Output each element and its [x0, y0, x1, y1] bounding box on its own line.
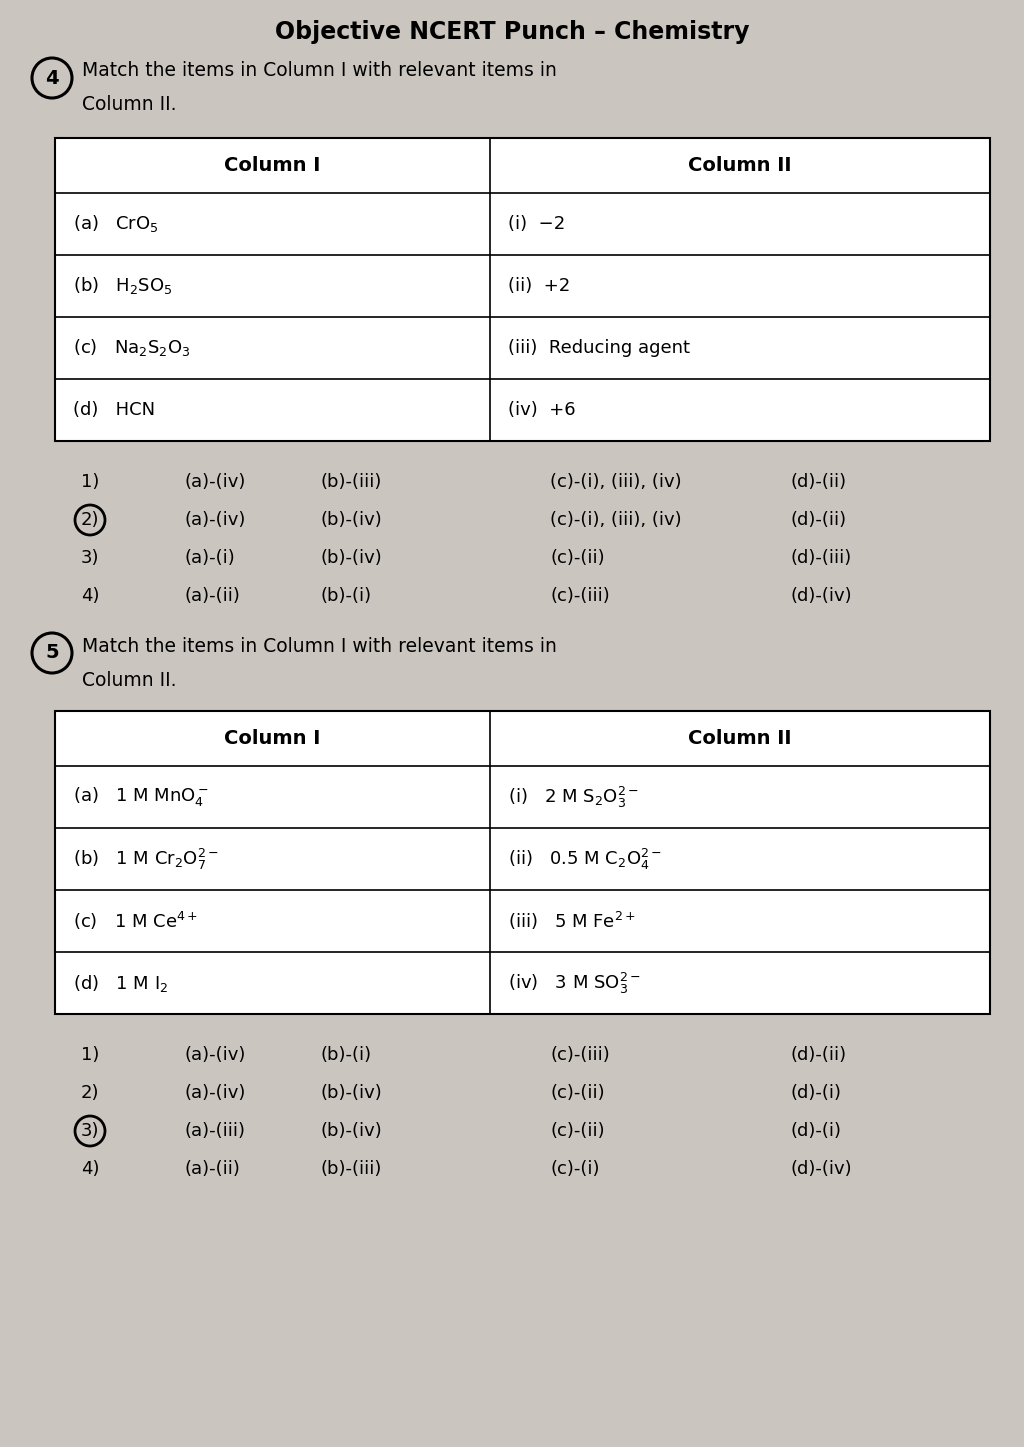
Text: (c)-(ii): (c)-(ii) [550, 1121, 604, 1140]
Text: (iv)   3 M SO$_3^{2-}$: (iv) 3 M SO$_3^{2-}$ [508, 971, 641, 996]
Text: (b)   1 M Cr$_2$O$_7^{2-}$: (b) 1 M Cr$_2$O$_7^{2-}$ [73, 846, 219, 871]
Text: (c)   Na$_2$S$_2$O$_3$: (c) Na$_2$S$_2$O$_3$ [73, 337, 190, 359]
Text: 1): 1) [81, 1046, 99, 1064]
Text: (d)-(ii): (d)-(ii) [790, 1046, 846, 1064]
Text: (b)-(iv): (b)-(iv) [319, 548, 382, 567]
Text: (ii)  +2: (ii) +2 [508, 276, 570, 295]
Text: (a)-(iv): (a)-(iv) [185, 1084, 247, 1103]
Text: 2): 2) [81, 1084, 99, 1103]
Text: 4: 4 [45, 68, 58, 87]
Text: (d)   1 M I$_2$: (d) 1 M I$_2$ [73, 972, 168, 994]
Text: (a)-(ii): (a)-(ii) [185, 1160, 241, 1178]
Text: Column I: Column I [224, 729, 321, 748]
Text: 5: 5 [45, 644, 58, 663]
Text: (b)-(i): (b)-(i) [319, 1046, 371, 1064]
Text: Objective NCERT Punch – Chemistry: Objective NCERT Punch – Chemistry [274, 20, 750, 43]
Text: (b)-(iii): (b)-(iii) [319, 1160, 381, 1178]
Text: (b)-(iv): (b)-(iv) [319, 1121, 382, 1140]
Text: (d)-(iv): (d)-(iv) [790, 587, 852, 605]
Text: (b)   H$_2$SO$_5$: (b) H$_2$SO$_5$ [73, 275, 173, 297]
Text: (a)-(ii): (a)-(ii) [185, 587, 241, 605]
Text: (b)-(iv): (b)-(iv) [319, 511, 382, 530]
Text: (c)-(ii): (c)-(ii) [550, 548, 604, 567]
Bar [55, 710, 990, 1014]
Text: (iv)  +6: (iv) +6 [508, 401, 575, 420]
Text: Column I: Column I [224, 156, 321, 175]
Text: Column II: Column II [688, 156, 792, 175]
Text: Column II: Column II [688, 729, 792, 748]
Text: (a)-(iv): (a)-(iv) [185, 1046, 247, 1064]
Text: 3): 3) [81, 548, 99, 567]
Text: (c)-(i): (c)-(i) [550, 1160, 599, 1178]
Text: (ii)   0.5 M C$_2$O$_4^{2-}$: (ii) 0.5 M C$_2$O$_4^{2-}$ [508, 846, 663, 871]
Text: (c)-(i), (iii), (iv): (c)-(i), (iii), (iv) [550, 473, 682, 491]
Text: Match the items in Column I with relevant items in: Match the items in Column I with relevan… [82, 61, 557, 80]
Text: Column II.: Column II. [82, 96, 176, 114]
Text: Match the items in Column I with relevant items in: Match the items in Column I with relevan… [82, 637, 557, 655]
Text: (i)   2 M S$_2$O$_3^{2-}$: (i) 2 M S$_2$O$_3^{2-}$ [508, 784, 639, 809]
Text: (d)-(ii): (d)-(ii) [790, 511, 846, 530]
Text: (c)-(iii): (c)-(iii) [550, 1046, 609, 1064]
Text: (a)-(iv): (a)-(iv) [185, 473, 247, 491]
Text: (c)-(ii): (c)-(ii) [550, 1084, 604, 1103]
Bar [55, 137, 990, 441]
Text: 2): 2) [81, 511, 99, 530]
Text: (d)-(iii): (d)-(iii) [790, 548, 851, 567]
Text: (c)-(iii): (c)-(iii) [550, 587, 609, 605]
Text: (a)-(iii): (a)-(iii) [185, 1121, 246, 1140]
Text: Column II.: Column II. [82, 671, 176, 690]
Text: (a)   1 M MnO$_4^-$: (a) 1 M MnO$_4^-$ [73, 786, 209, 809]
Text: (d)-(ii): (d)-(ii) [790, 473, 846, 491]
Text: (iii)   5 M Fe$^{2+}$: (iii) 5 M Fe$^{2+}$ [508, 910, 636, 932]
Text: (b)-(i): (b)-(i) [319, 587, 371, 605]
Text: (a)-(iv): (a)-(iv) [185, 511, 247, 530]
Text: (a)-(i): (a)-(i) [185, 548, 236, 567]
Text: 3): 3) [81, 1121, 99, 1140]
Text: (d)-(i): (d)-(i) [790, 1121, 841, 1140]
Text: (a)   CrO$_5$: (a) CrO$_5$ [73, 214, 159, 234]
Text: (c)   1 M Ce$^{4+}$: (c) 1 M Ce$^{4+}$ [73, 910, 198, 932]
Text: (i)  −2: (i) −2 [508, 216, 565, 233]
Text: (b)-(iv): (b)-(iv) [319, 1084, 382, 1103]
Text: 1): 1) [81, 473, 99, 491]
Text: (d)-(i): (d)-(i) [790, 1084, 841, 1103]
Text: (d)-(iv): (d)-(iv) [790, 1160, 852, 1178]
Text: (c)-(i), (iii), (iv): (c)-(i), (iii), (iv) [550, 511, 682, 530]
Text: 4): 4) [81, 1160, 99, 1178]
Text: (iii)  Reducing agent: (iii) Reducing agent [508, 339, 690, 357]
Text: (b)-(iii): (b)-(iii) [319, 473, 381, 491]
Text: (d)   HCN: (d) HCN [73, 401, 155, 420]
Text: 4): 4) [81, 587, 99, 605]
